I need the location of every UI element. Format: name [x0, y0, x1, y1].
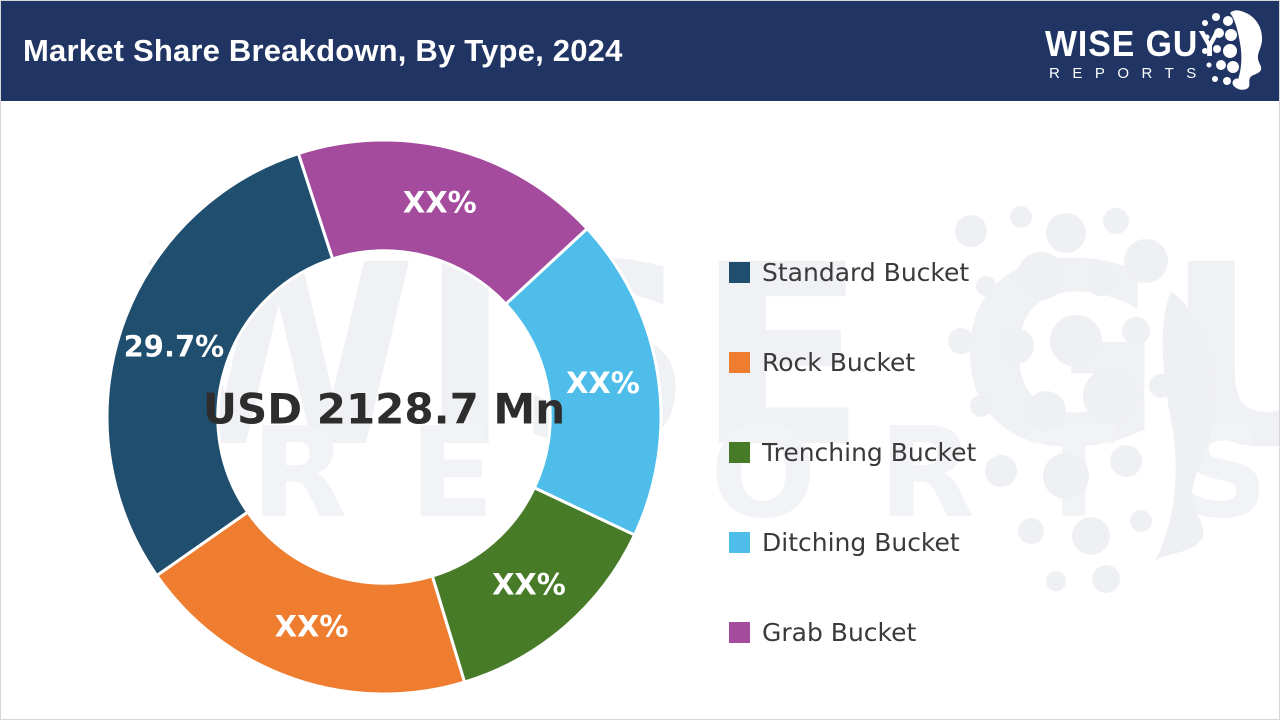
brand-logo-face-icon: [1202, 10, 1263, 90]
legend-swatch: [729, 261, 750, 283]
legend-item-standard-bucket: Standard Bucket: [729, 227, 976, 317]
page-title: Market Share Breakdown, By Type, 2024: [23, 33, 623, 68]
legend-swatch: [729, 441, 750, 463]
slice-label-rock-bucket: XX%: [275, 609, 349, 643]
slice-label-grab-bucket: XX%: [403, 186, 477, 220]
legend-item-ditching-bucket: Ditching Bucket: [729, 497, 976, 587]
legend-swatch: [729, 531, 750, 553]
legend-item-grab-bucket: Grab Bucket: [729, 587, 976, 677]
brand-logo-subtext: REPORTS: [1049, 65, 1209, 82]
legend-label: Rock Bucket: [762, 347, 916, 377]
donut-segment-rock-bucket: [155, 510, 467, 696]
legend-label: Standard Bucket: [762, 257, 970, 287]
watermark-face-dots: [948, 206, 1215, 593]
slice-label-ditching-bucket: XX%: [566, 366, 640, 400]
brand-logo: WISE GUY REPORTS: [1017, 7, 1267, 95]
header-bar: Market Share Breakdown, By Type, 2024 WI…: [1, 1, 1279, 101]
slice-label-trenching-bucket: XX%: [492, 568, 566, 602]
legend-label: Ditching Bucket: [762, 527, 960, 557]
slice-label-standard-bucket: 29.7%: [124, 330, 225, 364]
legend-swatch: [729, 351, 750, 373]
legend-label: Grab Bucket: [762, 617, 917, 647]
brand-logo-wordmark: WISE GUY: [1045, 23, 1222, 64]
donut-segment-ditching-bucket: [504, 227, 663, 537]
chart-legend: Standard Bucket Rock Bucket Trenching Bu…: [729, 227, 976, 677]
legend-item-rock-bucket: Rock Bucket: [729, 317, 976, 407]
chart-center-value: USD 2128.7 Mn: [202, 384, 566, 434]
donut-segment-grab-bucket: [296, 138, 589, 306]
legend-swatch: [729, 621, 750, 643]
legend-label: Trenching Bucket: [762, 437, 977, 467]
legend-item-trenching-bucket: Trenching Bucket: [729, 407, 976, 497]
donut-segment-standard-bucket: [105, 152, 335, 578]
